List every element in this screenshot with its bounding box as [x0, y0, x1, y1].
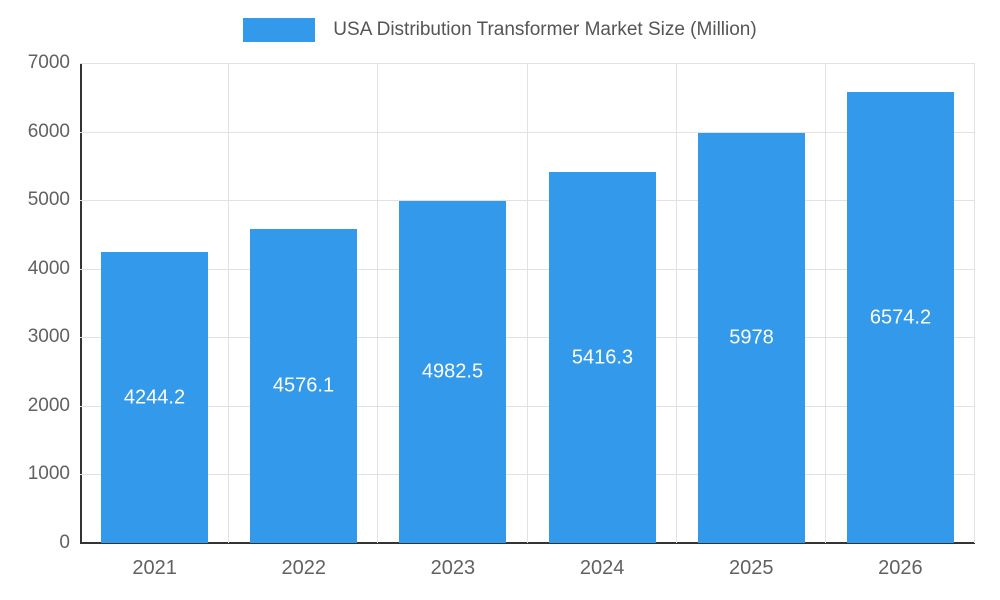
y-gridline — [80, 405, 975, 407]
legend-label: USA Distribution Transformer Market Size… — [333, 19, 757, 40]
y-gridline — [80, 200, 975, 202]
bar-value-label: 5416.3 — [571, 346, 634, 368]
bar-2024: 5416.3 — [549, 172, 656, 543]
y-axis-tick-label: 1000 — [27, 463, 70, 485]
y-gridline — [80, 474, 975, 476]
x-gridline — [974, 63, 975, 543]
chart-legend: USA Distribution Transformer Market Size… — [0, 18, 1000, 42]
x-gridline — [377, 63, 379, 543]
bar-2022: 4576.1 — [250, 229, 357, 543]
x-axis-tick-label: 2025 — [728, 557, 774, 579]
y-axis-tick-label: 3000 — [27, 326, 70, 348]
y-axis-tick-label: 4000 — [27, 257, 70, 279]
y-axis-tick-label: 0 — [59, 532, 70, 553]
bar-value-label: 4576.1 — [272, 374, 335, 397]
x-axis-tick-label: 2024 — [579, 557, 625, 579]
x-axis-tick-label: 2021 — [132, 557, 177, 579]
y-gridline — [80, 63, 975, 64]
y-axis-tick-label: 6000 — [27, 120, 70, 142]
bar-value-label: 6574.2 — [869, 306, 932, 328]
y-axis-tick-label: 5000 — [27, 189, 70, 211]
bar-2025: 5978 — [698, 133, 805, 543]
x-gridline — [228, 63, 230, 543]
bar-2023: 4982.5 — [399, 201, 506, 543]
x-axis-line — [80, 542, 975, 544]
x-gridline — [675, 63, 677, 543]
bar-2026: 6574.2 — [847, 92, 954, 543]
y-axis-tick-label: 2000 — [27, 394, 70, 416]
x-axis-tick-label: 2023 — [430, 557, 476, 579]
x-gridline — [824, 63, 826, 543]
bar-2021: 4244.2 — [101, 252, 208, 543]
y-gridline — [80, 131, 975, 133]
bar-value-label: 5978 — [729, 326, 774, 349]
legend-swatch — [243, 18, 316, 42]
bar-value-label: 4982.5 — [421, 360, 484, 383]
y-gridline — [80, 337, 975, 339]
x-gridline — [526, 63, 528, 543]
x-axis-tick-label: 2026 — [878, 557, 923, 579]
y-axis-line — [80, 63, 82, 543]
y-gridline — [80, 268, 975, 270]
plot-area: 4244.2 4576.1 4982.5 5416.3 5978 6574.2 — [80, 63, 975, 544]
x-axis-tick-label: 2022 — [281, 557, 326, 579]
y-axis-tick-label: 7000 — [27, 52, 70, 73]
bar-value-label: 4244.2 — [123, 386, 186, 408]
